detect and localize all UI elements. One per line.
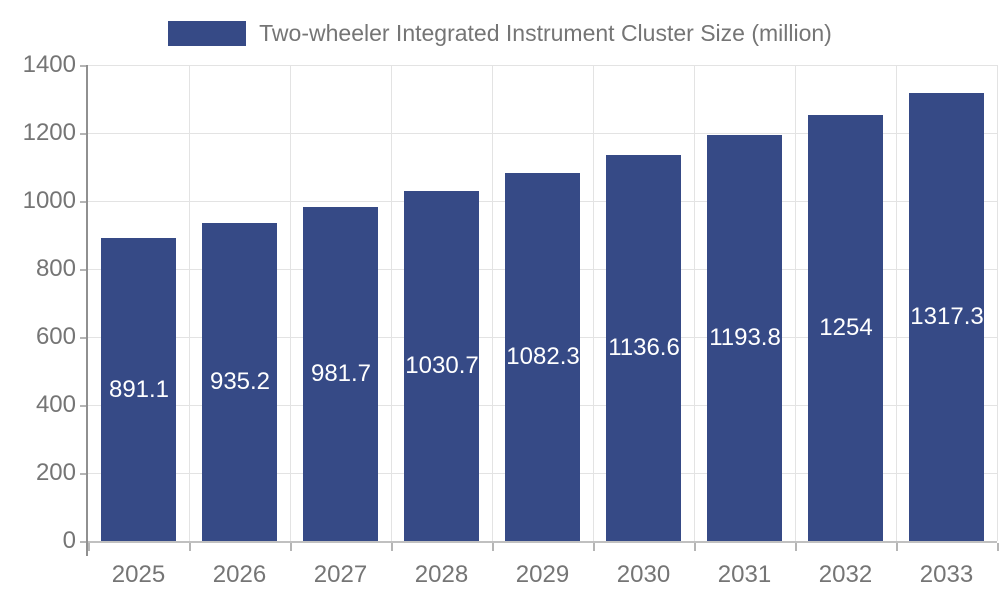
bar[interactable] bbox=[101, 238, 176, 541]
gridline-v bbox=[694, 65, 695, 541]
x-axis-tick bbox=[189, 543, 191, 551]
legend-label: Two-wheeler Integrated Instrument Cluste… bbox=[259, 19, 832, 46]
x-tick-label: 2029 bbox=[515, 561, 570, 588]
y-axis-line bbox=[86, 65, 88, 556]
gridline-h bbox=[88, 65, 997, 66]
y-tick-label: 800 bbox=[35, 255, 76, 282]
legend-swatch bbox=[168, 20, 247, 46]
bar[interactable] bbox=[202, 223, 277, 541]
x-tick-label: 2026 bbox=[212, 561, 267, 588]
bar[interactable] bbox=[606, 155, 681, 541]
x-tick-label: 2027 bbox=[313, 561, 368, 588]
bar[interactable] bbox=[707, 135, 782, 541]
y-tick-label: 200 bbox=[35, 459, 76, 486]
y-axis-tick bbox=[80, 337, 88, 339]
x-tick-label: 2025 bbox=[111, 561, 166, 588]
y-axis-tick bbox=[80, 269, 88, 271]
gridline-h bbox=[88, 133, 997, 134]
gridline-v bbox=[896, 65, 897, 541]
gridline-v bbox=[290, 65, 291, 541]
bar[interactable] bbox=[808, 115, 883, 541]
y-axis-tick bbox=[80, 473, 88, 475]
y-tick-label: 1200 bbox=[22, 119, 76, 146]
y-axis-tick bbox=[80, 65, 88, 67]
x-axis-tick bbox=[88, 543, 90, 551]
gridline-v bbox=[189, 65, 190, 541]
y-tick-label: 0 bbox=[62, 527, 76, 554]
bar[interactable] bbox=[909, 93, 984, 541]
gridline-v bbox=[795, 65, 796, 541]
y-axis-tick bbox=[80, 541, 88, 543]
y-tick-label: 400 bbox=[35, 391, 76, 418]
y-tick-label: 600 bbox=[35, 323, 76, 350]
x-axis-tick bbox=[492, 543, 494, 551]
gridline-v bbox=[492, 65, 493, 541]
x-axis-tick bbox=[391, 543, 393, 551]
x-tick-label: 2028 bbox=[414, 561, 469, 588]
bar[interactable] bbox=[505, 173, 580, 541]
y-axis-tick bbox=[80, 133, 88, 135]
bar[interactable] bbox=[404, 191, 479, 541]
bar[interactable] bbox=[303, 207, 378, 541]
gridline-v bbox=[593, 65, 594, 541]
x-axis-tick bbox=[290, 543, 292, 551]
x-tick-label: 2031 bbox=[717, 561, 772, 588]
legend[interactable]: Two-wheeler Integrated Instrument Cluste… bbox=[0, 14, 1000, 52]
y-tick-label: 1000 bbox=[22, 187, 76, 214]
y-axis-tick bbox=[80, 201, 88, 203]
x-axis-tick bbox=[593, 543, 595, 551]
gridline-v bbox=[391, 65, 392, 541]
x-axis-tick bbox=[795, 543, 797, 551]
x-tick-label: 2032 bbox=[818, 561, 873, 588]
x-tick-label: 2033 bbox=[919, 561, 974, 588]
x-axis-tick bbox=[694, 543, 696, 551]
x-axis-tick bbox=[997, 543, 999, 551]
y-axis-tick bbox=[80, 405, 88, 407]
y-tick-label: 1400 bbox=[22, 51, 76, 78]
x-axis-line bbox=[87, 541, 997, 543]
x-tick-label: 2030 bbox=[616, 561, 671, 588]
x-axis-tick bbox=[896, 543, 898, 551]
gridline-v bbox=[997, 65, 998, 541]
